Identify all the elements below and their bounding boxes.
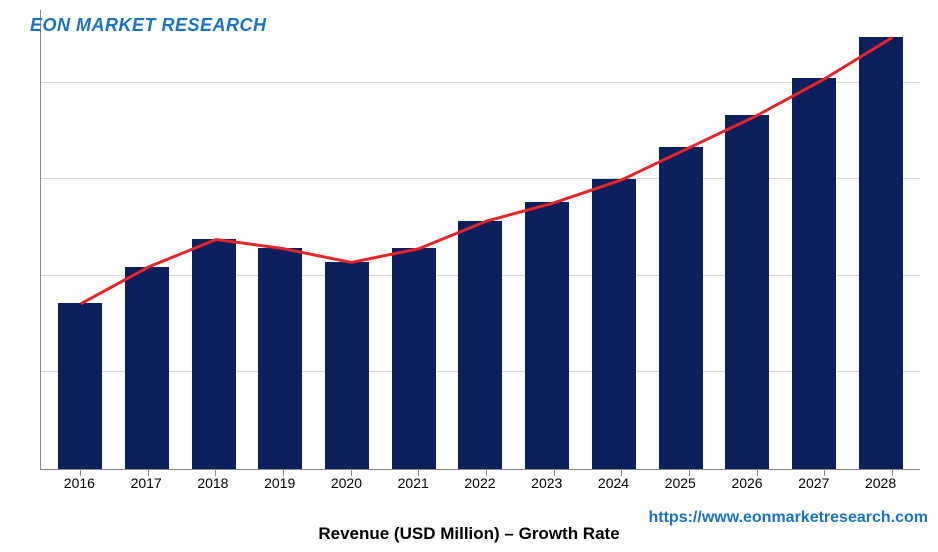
bar-2026	[725, 115, 769, 469]
x-label-2021: 2021	[391, 475, 435, 495]
bar-2023	[525, 202, 569, 469]
plot-area	[40, 10, 920, 470]
revenue-chart: 2016 2017 2018 2019 2020 2021 2022 2023 2024 2025…	[40, 10, 920, 500]
x-label-2028: 2028	[859, 475, 903, 495]
chart-title: Revenue (USD Million) – Growth Rate	[0, 524, 938, 544]
bars-container	[41, 10, 920, 469]
x-label-2027: 2027	[792, 475, 836, 495]
x-label-2024: 2024	[592, 475, 636, 495]
bar-2021	[392, 248, 436, 469]
x-label-2018: 2018	[191, 475, 235, 495]
bar-2027	[792, 78, 836, 469]
bar-2020	[325, 262, 369, 469]
x-axis-labels: 2016 2017 2018 2019 2020 2021 2022 2023 2024 2025…	[40, 475, 920, 495]
x-label-2019: 2019	[258, 475, 302, 495]
source-url-watermark: https://www.eonmarketresearch.com	[649, 509, 929, 527]
bar-2018	[192, 239, 236, 469]
bar-2028	[859, 37, 903, 469]
x-label-2023: 2023	[525, 475, 569, 495]
x-label-2017: 2017	[124, 475, 168, 495]
x-label-2026: 2026	[725, 475, 769, 495]
x-label-2025: 2025	[658, 475, 702, 495]
bar-2022	[458, 221, 502, 469]
bar-2016	[58, 303, 102, 469]
bar-2017	[125, 267, 169, 469]
x-label-2022: 2022	[458, 475, 502, 495]
brand-watermark: EON MARKET RESEARCH	[30, 15, 267, 36]
bar-2025	[659, 147, 703, 469]
bar-2024	[592, 179, 636, 469]
bar-2019	[258, 248, 302, 469]
x-label-2016: 2016	[57, 475, 101, 495]
x-label-2020: 2020	[324, 475, 368, 495]
